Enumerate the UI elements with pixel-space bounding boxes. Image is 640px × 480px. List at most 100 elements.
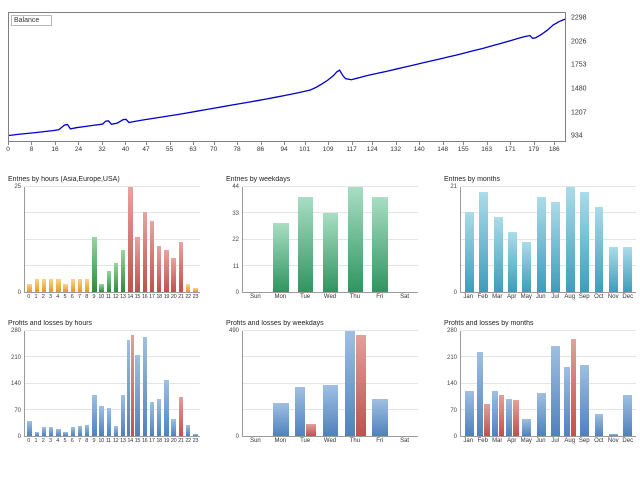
x-tick-label: 20 bbox=[170, 294, 177, 300]
balance-x-tick-label: 101 bbox=[299, 146, 311, 153]
y-tick-label: 0 bbox=[235, 290, 239, 296]
x-tick-label: 23 bbox=[192, 438, 199, 444]
category-fri bbox=[368, 187, 393, 292]
x-tick-label: Apr bbox=[507, 438, 517, 444]
bar-profit-20 bbox=[171, 419, 176, 436]
bar-profit-mar bbox=[491, 391, 498, 436]
bar-profit-14 bbox=[127, 340, 130, 436]
category-wed bbox=[318, 187, 343, 292]
bar-profit-feb bbox=[477, 351, 484, 436]
category-mar bbox=[491, 331, 505, 436]
x-tick-label: 17 bbox=[149, 438, 155, 444]
x-tick-label: Sun bbox=[250, 294, 261, 300]
balance-x-tick bbox=[8, 142, 9, 145]
chart-title: Profits and losses by months bbox=[444, 320, 534, 327]
x-tick-label: 22 bbox=[185, 438, 191, 444]
x-tick-label: Aug bbox=[564, 294, 576, 300]
y-axis: 0 11 22 33 44 bbox=[226, 184, 242, 296]
balance-x-tick bbox=[31, 142, 33, 145]
category-4 bbox=[55, 187, 62, 292]
y-tick-label: 280 bbox=[446, 328, 457, 334]
category-9 bbox=[91, 331, 98, 436]
balance-x-tick-label: 47 bbox=[142, 146, 150, 153]
balance-y-tick-label: 934 bbox=[571, 132, 583, 140]
bar-profit-12 bbox=[113, 425, 119, 436]
bar-profit-11 bbox=[106, 407, 112, 436]
x-tick-label: Feb bbox=[477, 294, 488, 300]
y-tick-label: 280 bbox=[10, 328, 21, 334]
gridlines-layer bbox=[461, 186, 636, 292]
bar-profit-tue bbox=[295, 386, 306, 436]
chart-body: 0 25 bbox=[8, 184, 200, 296]
bar-profit-jan bbox=[464, 391, 474, 436]
balance-x-tick-label: 16 bbox=[51, 146, 59, 153]
x-tick-label: Jun bbox=[535, 438, 546, 444]
bars-layer bbox=[243, 331, 418, 436]
x-tick-label: Oct bbox=[594, 294, 604, 300]
category-may bbox=[520, 331, 534, 436]
y-tick-label: 0 bbox=[235, 434, 239, 440]
bar-loss-14 bbox=[130, 334, 134, 436]
x-axis-labels: Sun Mon Tue Wed Thu Fri Sat bbox=[242, 293, 418, 300]
bar-asia-22 bbox=[185, 283, 191, 292]
category-jun bbox=[534, 331, 548, 436]
x-tick-label: 14 bbox=[127, 294, 133, 300]
y-axis: 0 21 bbox=[444, 184, 460, 296]
bar-entries-thu bbox=[347, 187, 363, 292]
y-tick-label: 21 bbox=[450, 184, 457, 190]
y-tick-label: 140 bbox=[446, 381, 457, 387]
x-tick-label: 0 bbox=[27, 294, 30, 300]
balance-line bbox=[9, 19, 565, 135]
x-tick-label: 18 bbox=[156, 438, 162, 444]
x-tick-label: 4 bbox=[56, 294, 59, 300]
x-tick-label: Sat bbox=[400, 438, 410, 444]
category-20 bbox=[170, 187, 177, 292]
x-tick-label: 21 bbox=[178, 294, 184, 300]
x-tick-label: 16 bbox=[141, 438, 148, 444]
category-nov bbox=[606, 187, 620, 292]
x-tick-label: Tue bbox=[300, 438, 311, 444]
y-tick-label: 33 bbox=[232, 210, 239, 217]
x-tick-label: 0 bbox=[27, 438, 30, 444]
category-sep bbox=[577, 331, 591, 436]
entries-by-weekdays-chart: Entries by weekdays 0 11 22 33 44 Sun Mon Tue W… bbox=[226, 176, 418, 300]
x-tick-label: 23 bbox=[192, 294, 199, 300]
y-tick-label: 490 bbox=[228, 328, 239, 334]
y-tick-label: 0 bbox=[453, 290, 457, 296]
x-tick-label: Sun bbox=[250, 438, 261, 444]
category-22 bbox=[184, 331, 191, 436]
balance-x-tick-label: 163 bbox=[481, 146, 493, 153]
bar-profit-3 bbox=[48, 426, 54, 436]
balance-y-tick-label: 2026 bbox=[571, 38, 587, 46]
balance-x-tick-label: 94 bbox=[280, 146, 288, 153]
bar-usa-15 bbox=[135, 237, 140, 292]
x-tick-label: 5 bbox=[63, 438, 67, 444]
x-tick-label: 18 bbox=[156, 294, 162, 300]
x-tick-label: Wed bbox=[323, 438, 337, 444]
category-13 bbox=[120, 331, 127, 436]
category-7 bbox=[76, 187, 83, 292]
bar-entries-feb bbox=[479, 192, 489, 292]
chart-title: Profits and losses by hours bbox=[8, 320, 93, 327]
category-14 bbox=[127, 331, 134, 436]
bars-layer bbox=[461, 331, 636, 436]
x-tick-label: Nov bbox=[607, 294, 619, 300]
balance-x-tick bbox=[54, 142, 56, 145]
y-tick-label: 0 bbox=[453, 434, 457, 440]
gridline bbox=[461, 212, 636, 214]
gridline bbox=[25, 186, 200, 187]
category-sun bbox=[244, 331, 269, 436]
bar-loss-mar bbox=[498, 394, 505, 436]
plot-area bbox=[242, 330, 418, 437]
category-feb bbox=[476, 187, 490, 292]
y-tick-label: 22 bbox=[232, 237, 239, 243]
x-tick-label: 3 bbox=[48, 438, 52, 444]
gridline bbox=[461, 408, 636, 410]
gridline bbox=[243, 212, 418, 214]
balance-x-tick-label: 155 bbox=[457, 146, 469, 153]
category-20 bbox=[170, 331, 177, 436]
category-jan bbox=[462, 187, 476, 292]
x-axis-labels: Sun Mon Tue Wed Thu Fri Sat bbox=[242, 437, 418, 444]
gridline bbox=[25, 264, 200, 266]
bar-entries-jul bbox=[551, 202, 561, 292]
